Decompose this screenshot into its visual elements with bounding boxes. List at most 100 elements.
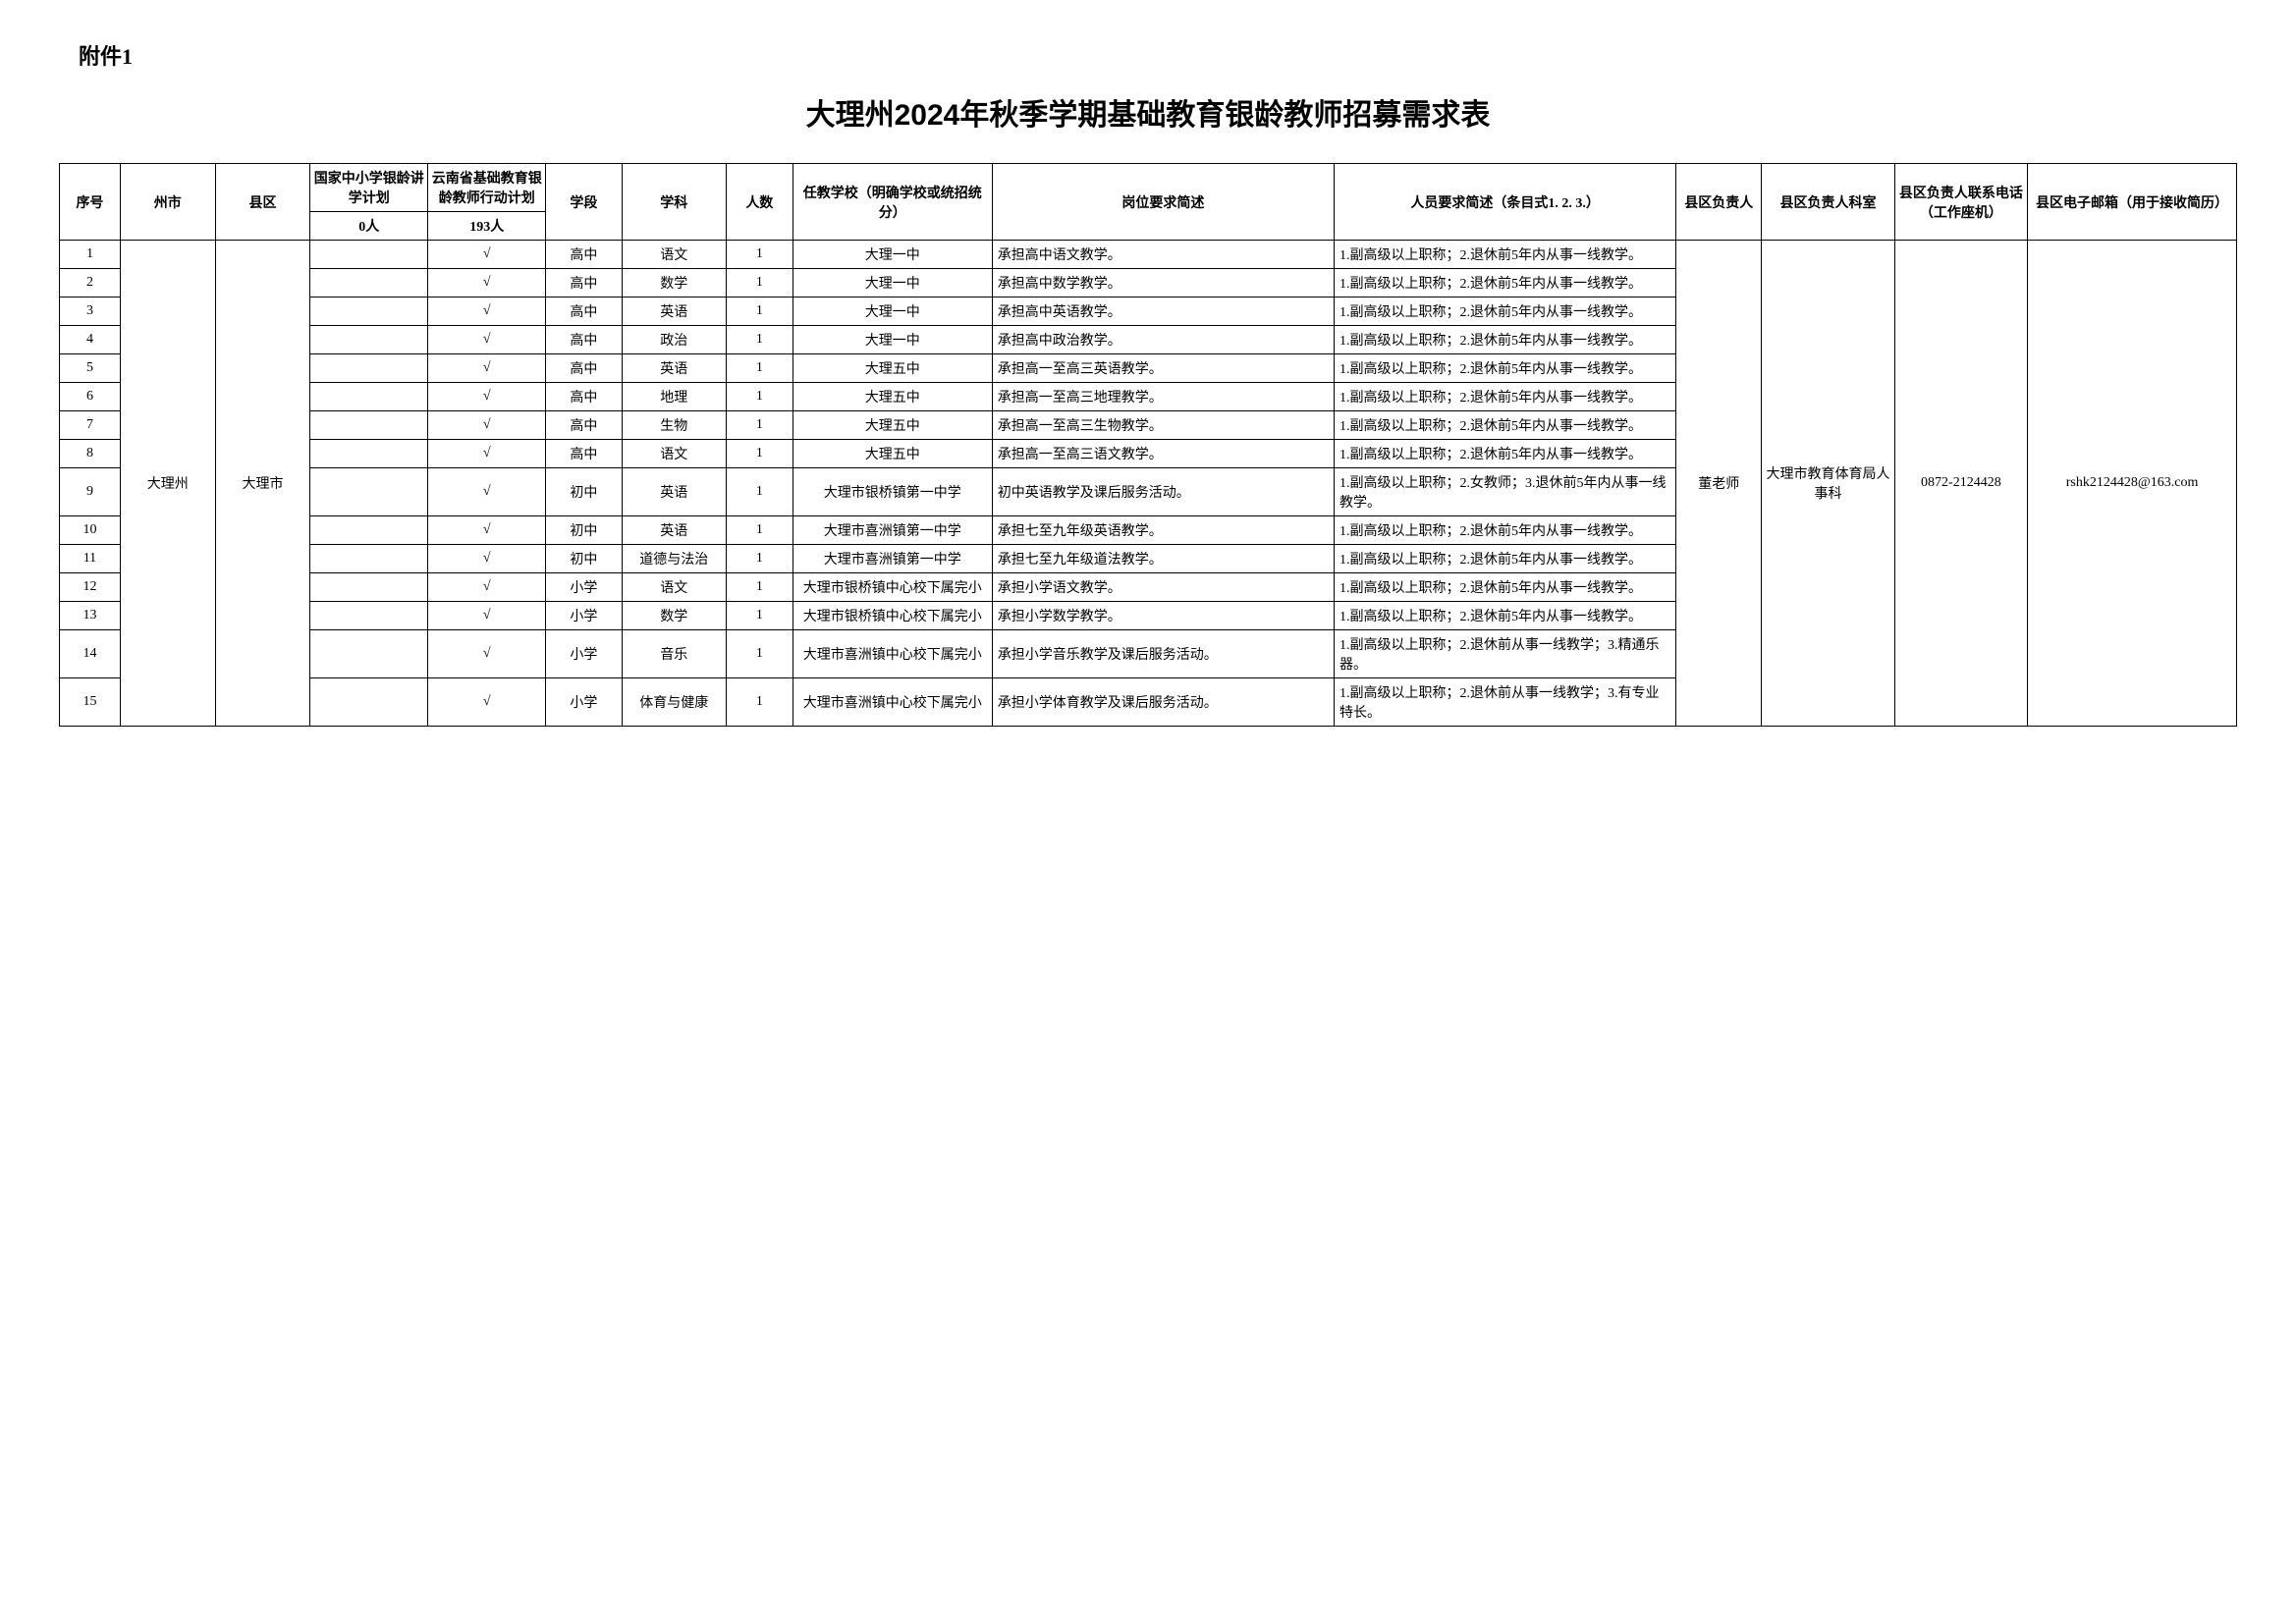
cell-school: 大理五中 <box>793 383 992 411</box>
cell-seq: 7 <box>60 411 121 440</box>
cell-post: 承担七至九年级英语教学。 <box>992 516 1334 545</box>
header-post: 岗位要求简述 <box>992 164 1334 241</box>
cell-tel: 0872-2124428 <box>1894 241 2027 727</box>
header-city: 州市 <box>120 164 215 241</box>
cell-num: 1 <box>726 411 793 440</box>
header-plan2-bottom: 193人 <box>428 212 546 241</box>
cell-seq: 11 <box>60 545 121 573</box>
cell-subject: 地理 <box>622 383 726 411</box>
cell-num: 1 <box>726 602 793 630</box>
cell-subject: 英语 <box>622 354 726 383</box>
cell-plan2: √ <box>428 573 546 602</box>
cell-county: 大理市 <box>215 241 310 727</box>
cell-plan1 <box>310 298 428 326</box>
cell-subject: 数学 <box>622 602 726 630</box>
cell-plan1 <box>310 411 428 440</box>
cell-stage: 初中 <box>546 468 622 516</box>
cell-school: 大理市喜洲镇第一中学 <box>793 516 992 545</box>
cell-seq: 3 <box>60 298 121 326</box>
cell-plan1 <box>310 545 428 573</box>
header-plan1-top: 国家中小学银龄讲学计划 <box>310 164 428 212</box>
cell-plan2: √ <box>428 630 546 678</box>
cell-post: 承担高一至高三英语教学。 <box>992 354 1334 383</box>
cell-stage: 高中 <box>546 440 622 468</box>
cell-post: 承担小学数学教学。 <box>992 602 1334 630</box>
header-school: 任教学校（明确学校或统招统分） <box>793 164 992 241</box>
cell-stage: 小学 <box>546 573 622 602</box>
attachment-label: 附件1 <box>79 39 2237 71</box>
cell-stage: 高中 <box>546 354 622 383</box>
cell-subject: 语文 <box>622 241 726 269</box>
cell-post: 承担高中英语教学。 <box>992 298 1334 326</box>
cell-plan2: √ <box>428 326 546 354</box>
cell-dept: 大理市教育体育局人事科 <box>1762 241 1894 727</box>
cell-person: 1.副高级以上职称；2.退休前5年内从事一线教学。 <box>1335 602 1676 630</box>
header-dept: 县区负责人科室 <box>1762 164 1894 241</box>
cell-person: 1.副高级以上职称；2.退休前5年内从事一线教学。 <box>1335 298 1676 326</box>
cell-num: 1 <box>726 545 793 573</box>
cell-stage: 高中 <box>546 241 622 269</box>
cell-num: 1 <box>726 326 793 354</box>
cell-num: 1 <box>726 354 793 383</box>
cell-seq: 5 <box>60 354 121 383</box>
cell-subject: 英语 <box>622 468 726 516</box>
cell-person: 1.副高级以上职称；2.退休前5年内从事一线教学。 <box>1335 411 1676 440</box>
header-stage: 学段 <box>546 164 622 241</box>
cell-stage: 小学 <box>546 678 622 727</box>
cell-person: 1.副高级以上职称；2.退休前5年内从事一线教学。 <box>1335 241 1676 269</box>
cell-stage: 高中 <box>546 411 622 440</box>
cell-subject: 英语 <box>622 516 726 545</box>
cell-school: 大理市喜洲镇中心校下属完小 <box>793 630 992 678</box>
header-person: 人员要求简述（条目式1. 2. 3.） <box>1335 164 1676 241</box>
cell-num: 1 <box>726 298 793 326</box>
cell-num: 1 <box>726 269 793 298</box>
cell-post: 承担小学语文教学。 <box>992 573 1334 602</box>
cell-plan2: √ <box>428 468 546 516</box>
cell-person: 1.副高级以上职称；2.退休前5年内从事一线教学。 <box>1335 326 1676 354</box>
cell-email: rshk2124428@163.com <box>2028 241 2237 727</box>
header-resp: 县区负责人 <box>1676 164 1762 241</box>
header-subject: 学科 <box>622 164 726 241</box>
cell-person: 1.副高级以上职称；2.退休前5年内从事一线教学。 <box>1335 573 1676 602</box>
cell-plan1 <box>310 516 428 545</box>
cell-post: 承担高一至高三地理教学。 <box>992 383 1334 411</box>
cell-post: 承担七至九年级道法教学。 <box>992 545 1334 573</box>
table-body: 1大理州大理市√高中语文1大理一中承担高中语文教学。1.副高级以上职称；2.退休… <box>60 241 2237 727</box>
cell-stage: 初中 <box>546 545 622 573</box>
cell-plan1 <box>310 573 428 602</box>
cell-plan2: √ <box>428 516 546 545</box>
header-tel: 县区负责人联系电话（工作座机） <box>1894 164 2027 241</box>
cell-plan2: √ <box>428 269 546 298</box>
cell-post: 承担高一至高三语文教学。 <box>992 440 1334 468</box>
cell-subject: 英语 <box>622 298 726 326</box>
cell-seq: 12 <box>60 573 121 602</box>
table-header: 序号 州市 县区 国家中小学银龄讲学计划 云南省基础教育银龄教师行动计划 学段 … <box>60 164 2237 241</box>
cell-plan2: √ <box>428 241 546 269</box>
cell-subject: 语文 <box>622 440 726 468</box>
cell-school: 大理一中 <box>793 241 992 269</box>
cell-plan2: √ <box>428 678 546 727</box>
cell-stage: 高中 <box>546 269 622 298</box>
cell-person: 1.副高级以上职称；2.退休前5年内从事一线教学。 <box>1335 269 1676 298</box>
cell-seq: 13 <box>60 602 121 630</box>
cell-seq: 9 <box>60 468 121 516</box>
cell-seq: 10 <box>60 516 121 545</box>
cell-stage: 高中 <box>546 298 622 326</box>
cell-plan1 <box>310 383 428 411</box>
cell-resp: 董老师 <box>1676 241 1762 727</box>
cell-person: 1.副高级以上职称；2.退休前从事一线教学；3.有专业特长。 <box>1335 678 1676 727</box>
cell-seq: 4 <box>60 326 121 354</box>
page-title: 大理州2024年秋季学期基础教育银龄教师招募需求表 <box>59 90 2237 134</box>
cell-plan1 <box>310 354 428 383</box>
cell-plan1 <box>310 440 428 468</box>
cell-num: 1 <box>726 678 793 727</box>
cell-post: 承担高中政治教学。 <box>992 326 1334 354</box>
cell-stage: 高中 <box>546 383 622 411</box>
recruitment-table: 序号 州市 县区 国家中小学银龄讲学计划 云南省基础教育银龄教师行动计划 学段 … <box>59 163 2237 727</box>
cell-post: 承担高中数学教学。 <box>992 269 1334 298</box>
header-plan1-bottom: 0人 <box>310 212 428 241</box>
cell-person: 1.副高级以上职称；2.退休前5年内从事一线教学。 <box>1335 440 1676 468</box>
cell-person: 1.副高级以上职称；2.女教师；3.退休前5年内从事一线教学。 <box>1335 468 1676 516</box>
header-num: 人数 <box>726 164 793 241</box>
cell-subject: 音乐 <box>622 630 726 678</box>
